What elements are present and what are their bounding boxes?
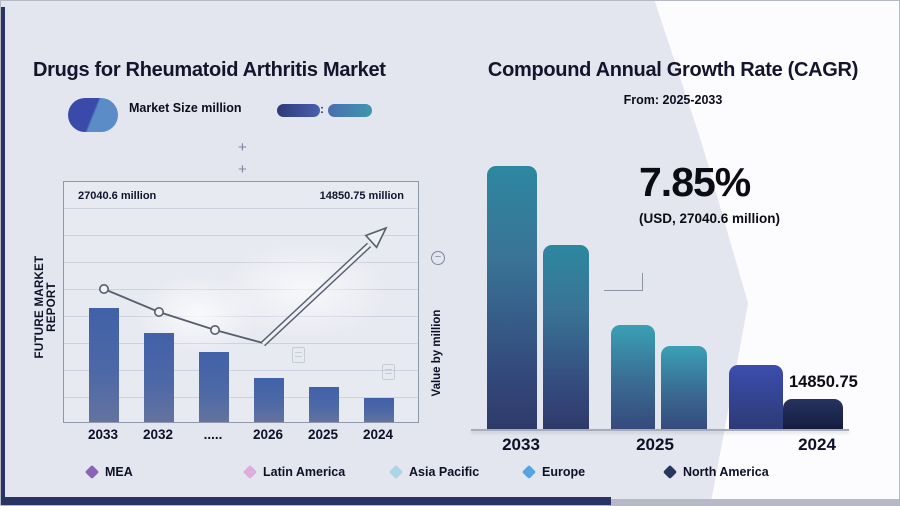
- document-icon: [382, 364, 395, 380]
- legend-item-asia-pacific[interactable]: Asia Pacific: [388, 464, 480, 480]
- legend-label: MEA: [105, 465, 133, 479]
- diamond-icon: [388, 464, 404, 480]
- market-bar-2026: [254, 378, 284, 422]
- market-size-chart: 27040.6 million 14850.75 million: [63, 181, 419, 423]
- capsule-icon: [68, 98, 118, 132]
- x-tick-label: 2033: [502, 435, 540, 454]
- cagr-bar-2024-secondary: [783, 399, 843, 431]
- cagr-bar-2033-primary: [487, 166, 537, 431]
- x-tick-label: 2033: [87, 427, 119, 442]
- diamond-icon: [521, 464, 537, 480]
- cagr-bar-2033-secondary: [543, 245, 589, 431]
- market-bar-2033: [89, 308, 119, 422]
- legend-item-latin-america[interactable]: Latin America: [242, 464, 346, 480]
- watermark-label: FUTURE MARKET REPORT: [34, 255, 58, 359]
- x-axis-line: [471, 429, 849, 431]
- legend-label: North America: [683, 465, 769, 479]
- legend-label: Latin America: [263, 465, 346, 479]
- bottom-accent-bar: [1, 497, 611, 505]
- x-tick-label: 2026: [252, 427, 284, 442]
- market-bar-2025: [309, 387, 339, 422]
- cagr-bar-2025-primary: [611, 325, 655, 431]
- plus-icon[interactable]: +: [238, 161, 247, 178]
- plus-icon[interactable]: +: [238, 139, 247, 156]
- document-icon: [292, 347, 305, 363]
- pill-separator: :: [320, 102, 324, 116]
- x-tick-label: 2025: [636, 435, 674, 454]
- market-bar-2024: [364, 398, 394, 422]
- cagr-note: (USD, 27040.6 million): [639, 211, 781, 226]
- left-category-axis: 2033 2032..... 2026 2025 2024: [63, 427, 419, 447]
- x-tick-label: 2024: [362, 427, 394, 442]
- legend-item-europe[interactable]: Europe: [521, 464, 586, 480]
- region-legend: MEA Latin America Asia Pacific Europe North …: [1, 464, 899, 485]
- cagr-title: Compound Annual Growth Rate (CAGR): [487, 59, 859, 81]
- cagr-subtitle: From: 2025-2033: [623, 93, 723, 107]
- legend-item-mea[interactable]: MEA: [84, 464, 133, 480]
- market-bar-.....: [199, 352, 229, 422]
- diamond-icon: [662, 464, 678, 480]
- pill-icon-right: [328, 104, 372, 117]
- x-tick-label: 2032: [142, 427, 174, 442]
- bottom-gray-bar: [561, 499, 899, 505]
- cagr-value: 7.85%: [639, 159, 751, 205]
- legend-label: Asia Pacific: [409, 465, 480, 479]
- trend-line-arrow: [98, 226, 388, 347]
- bar-data-label: 14850.75: [789, 373, 858, 391]
- zoom-out-icon[interactable]: −: [431, 251, 445, 265]
- cagr-chart: 2033 2025 2024: [461, 151, 881, 461]
- pill-icon-left: [277, 104, 320, 117]
- chart-end-value: 14850.75 million: [319, 190, 404, 202]
- value-axis-label: Value by million: [431, 309, 443, 397]
- market-size-legend-label: Market Size million: [129, 101, 242, 115]
- legend-label: Europe: [542, 465, 586, 479]
- diamond-icon: [84, 464, 100, 480]
- legend-item-north-america[interactable]: North America: [662, 464, 769, 480]
- cagr-bar-2025-secondary: [661, 346, 707, 431]
- step-line-decoration: [604, 273, 643, 291]
- cagr-bar-2024-primary: [729, 365, 783, 431]
- diamond-icon: [242, 464, 258, 480]
- x-tick-label: 2024: [798, 435, 836, 454]
- left-accent-bar: [1, 7, 5, 505]
- x-tick-label: .....: [203, 427, 223, 442]
- x-tick-label: 2025: [307, 427, 339, 442]
- chart-start-value: 27040.6 million: [78, 190, 157, 202]
- market-bar-2032: [144, 333, 174, 422]
- page-title: Drugs for Rheumatoid Arthritis Market: [33, 59, 386, 81]
